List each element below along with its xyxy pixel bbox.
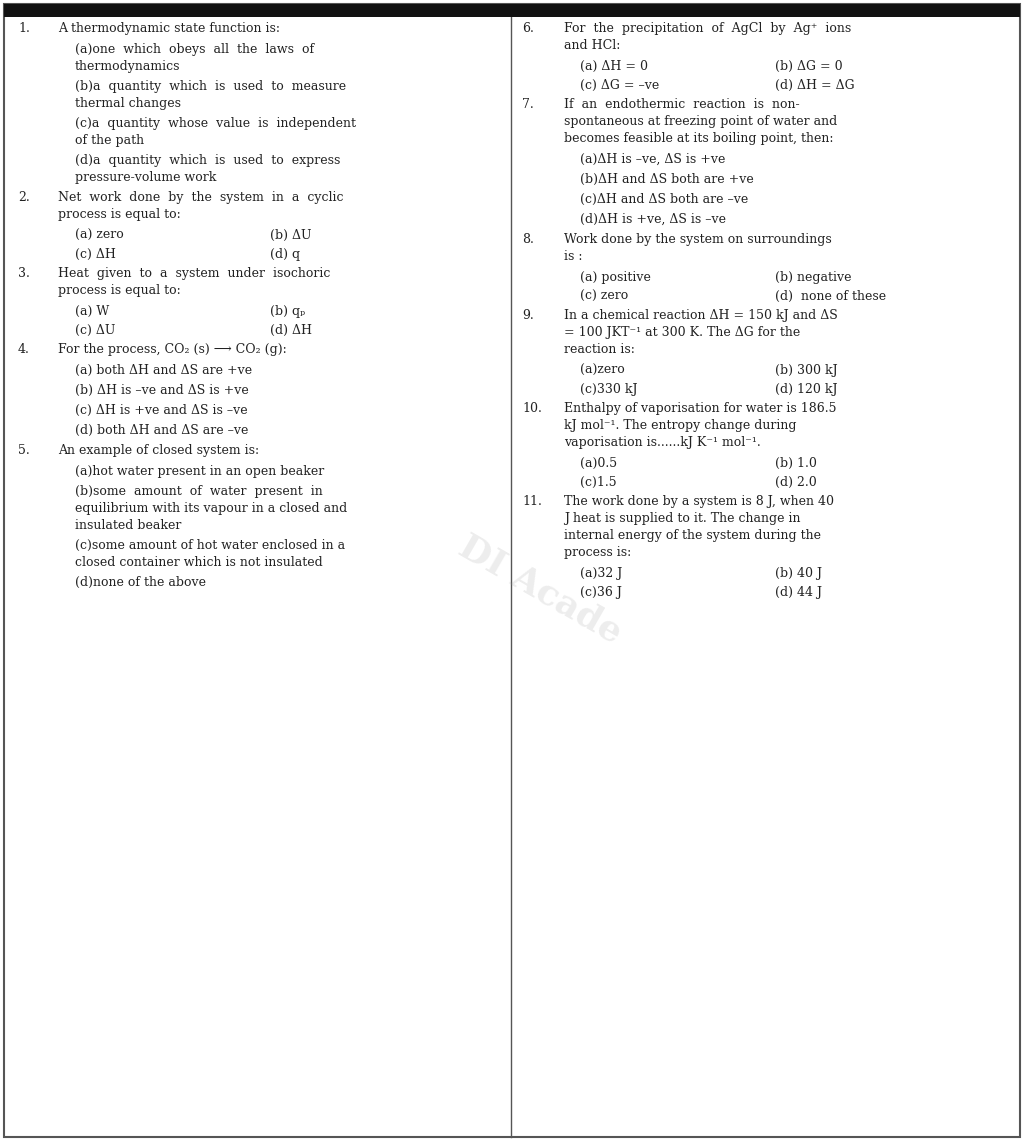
Text: (b)some  amount  of  water  present  in: (b)some amount of water present in: [75, 485, 323, 497]
Text: Heat  given  to  a  system  under  isochoric: Heat given to a system under isochoric: [58, 267, 331, 280]
Text: (b) 300 kJ: (b) 300 kJ: [775, 364, 838, 377]
Text: (a) positive: (a) positive: [580, 272, 651, 284]
Text: (d) q: (d) q: [270, 248, 300, 261]
Text: insulated beaker: insulated beaker: [75, 519, 181, 532]
Text: process is:: process is:: [564, 547, 631, 559]
Text: (b) ΔH is –ve and ΔS is +ve: (b) ΔH is –ve and ΔS is +ve: [75, 385, 249, 397]
Text: (a)32 J: (a)32 J: [580, 567, 623, 580]
Text: = 100 JKT⁻¹ at 300 K. The ΔG for the: = 100 JKT⁻¹ at 300 K. The ΔG for the: [564, 326, 800, 339]
Bar: [4, 5, 1020, 17]
Text: 10.: 10.: [522, 402, 542, 415]
Text: In a chemical reaction ΔH = 150 kJ and ΔS: In a chemical reaction ΔH = 150 kJ and Δ…: [564, 309, 838, 322]
Text: and HCl:: and HCl:: [564, 39, 621, 52]
Text: (c) ΔH: (c) ΔH: [75, 248, 116, 261]
Text: An example of closed system is:: An example of closed system is:: [58, 444, 259, 458]
Text: 3.: 3.: [18, 267, 30, 280]
Text: (d) 2.0: (d) 2.0: [775, 476, 817, 489]
Text: of the path: of the path: [75, 133, 144, 147]
Text: (b) qₚ: (b) qₚ: [270, 305, 305, 318]
Text: (c) zero: (c) zero: [580, 290, 629, 304]
Text: 1.: 1.: [18, 22, 30, 35]
Text: vaporisation is......kJ K⁻¹ mol⁻¹.: vaporisation is......kJ K⁻¹ mol⁻¹.: [564, 436, 761, 450]
Text: Work done by the system on surroundings: Work done by the system on surroundings: [564, 233, 831, 246]
Text: (c)1.5: (c)1.5: [580, 476, 616, 489]
Text: (b) ΔU: (b) ΔU: [270, 229, 311, 242]
Text: (d) both ΔH and ΔS are –ve: (d) both ΔH and ΔS are –ve: [75, 424, 249, 437]
Text: (c) ΔG = –ve: (c) ΔG = –ve: [580, 79, 659, 92]
Text: (b)ΔH and ΔS both are +ve: (b)ΔH and ΔS both are +ve: [580, 173, 754, 186]
Text: 8.: 8.: [522, 233, 534, 246]
Text: (a) zero: (a) zero: [75, 229, 124, 242]
Text: (b) negative: (b) negative: [775, 272, 852, 284]
Text: process is equal to:: process is equal to:: [58, 208, 181, 221]
Text: (c)36 J: (c)36 J: [580, 586, 622, 599]
Text: (a) both ΔH and ΔS are +ve: (a) both ΔH and ΔS are +ve: [75, 364, 252, 377]
Text: (b) 1.0: (b) 1.0: [775, 458, 817, 470]
Text: (d)a  quantity  which  is  used  to  express: (d)a quantity which is used to express: [75, 154, 340, 167]
Text: (c)a  quantity  whose  value  is  independent: (c)a quantity whose value is independent: [75, 118, 356, 130]
Text: (d)ΔH is +ve, ΔS is –ve: (d)ΔH is +ve, ΔS is –ve: [580, 213, 726, 226]
Text: (d)  none of these: (d) none of these: [775, 290, 886, 304]
Text: (b)a  quantity  which  is  used  to  measure: (b)a quantity which is used to measure: [75, 80, 346, 94]
Text: Net  work  done  by  the  system  in  a  cyclic: Net work done by the system in a cyclic: [58, 191, 343, 204]
Text: process is equal to:: process is equal to:: [58, 284, 181, 297]
Text: (d) 44 J: (d) 44 J: [775, 586, 822, 599]
Text: (a)hot water present in an open beaker: (a)hot water present in an open beaker: [75, 466, 325, 478]
Text: (a)one  which  obeys  all  the  laws  of: (a)one which obeys all the laws of: [75, 43, 314, 56]
Text: (b) ΔG = 0: (b) ΔG = 0: [775, 60, 843, 73]
Text: A thermodynamic state function is:: A thermodynamic state function is:: [58, 22, 280, 35]
Text: thermal changes: thermal changes: [75, 97, 181, 110]
Text: closed container which is not insulated: closed container which is not insulated: [75, 556, 323, 569]
Text: (d) ΔH: (d) ΔH: [270, 324, 312, 337]
Text: (a) ΔH = 0: (a) ΔH = 0: [580, 60, 648, 73]
Text: DI Acade: DI Acade: [453, 529, 628, 650]
Text: kJ mol⁻¹. The entropy change during: kJ mol⁻¹. The entropy change during: [564, 419, 797, 432]
Text: For  the  precipitation  of  AgCl  by  Ag⁺  ions: For the precipitation of AgCl by Ag⁺ ion…: [564, 22, 851, 35]
Text: (a)ΔH is –ve, ΔS is +ve: (a)ΔH is –ve, ΔS is +ve: [580, 153, 725, 165]
Text: equilibrium with its vapour in a closed and: equilibrium with its vapour in a closed …: [75, 502, 347, 515]
Text: (c) ΔU: (c) ΔU: [75, 324, 116, 337]
Text: (c)some amount of hot water enclosed in a: (c)some amount of hot water enclosed in …: [75, 539, 345, 552]
Text: 4.: 4.: [18, 343, 30, 356]
Text: (d) 120 kJ: (d) 120 kJ: [775, 383, 838, 396]
Text: The work done by a system is 8 J, when 40: The work done by a system is 8 J, when 4…: [564, 495, 834, 508]
Text: pressure-volume work: pressure-volume work: [75, 171, 216, 184]
Text: internal energy of the system during the: internal energy of the system during the: [564, 529, 821, 542]
Text: (d) ΔH = ΔG: (d) ΔH = ΔG: [775, 79, 855, 92]
Text: thermodynamics: thermodynamics: [75, 60, 180, 73]
Text: 7.: 7.: [522, 98, 534, 111]
Text: (c)ΔH and ΔS both are –ve: (c)ΔH and ΔS both are –ve: [580, 193, 749, 207]
Text: Enthalpy of vaporisation for water is 186.5: Enthalpy of vaporisation for water is 18…: [564, 402, 837, 415]
Text: spontaneous at freezing point of water and: spontaneous at freezing point of water a…: [564, 115, 838, 128]
Text: 9.: 9.: [522, 309, 534, 322]
Text: J heat is supplied to it. The change in: J heat is supplied to it. The change in: [564, 512, 801, 525]
Text: 11.: 11.: [522, 495, 542, 508]
Text: (a)0.5: (a)0.5: [580, 458, 617, 470]
Text: is :: is :: [564, 250, 583, 262]
Text: For the process, CO₂ (s) ⟶ CO₂ (g):: For the process, CO₂ (s) ⟶ CO₂ (g):: [58, 343, 287, 356]
Text: (a)zero: (a)zero: [580, 364, 625, 377]
Text: 6.: 6.: [522, 22, 534, 35]
Text: 2.: 2.: [18, 191, 30, 204]
Text: reaction is:: reaction is:: [564, 343, 635, 356]
Text: becomes feasible at its boiling point, then:: becomes feasible at its boiling point, t…: [564, 132, 834, 145]
Text: (c) ΔH is +ve and ΔS is –ve: (c) ΔH is +ve and ΔS is –ve: [75, 404, 248, 416]
Text: 5.: 5.: [18, 444, 30, 458]
Text: (b) 40 J: (b) 40 J: [775, 567, 822, 580]
Text: (a) W: (a) W: [75, 305, 110, 318]
Text: (c)330 kJ: (c)330 kJ: [580, 383, 638, 396]
Text: (d)none of the above: (d)none of the above: [75, 576, 206, 589]
Text: If  an  endothermic  reaction  is  non-: If an endothermic reaction is non-: [564, 98, 800, 111]
